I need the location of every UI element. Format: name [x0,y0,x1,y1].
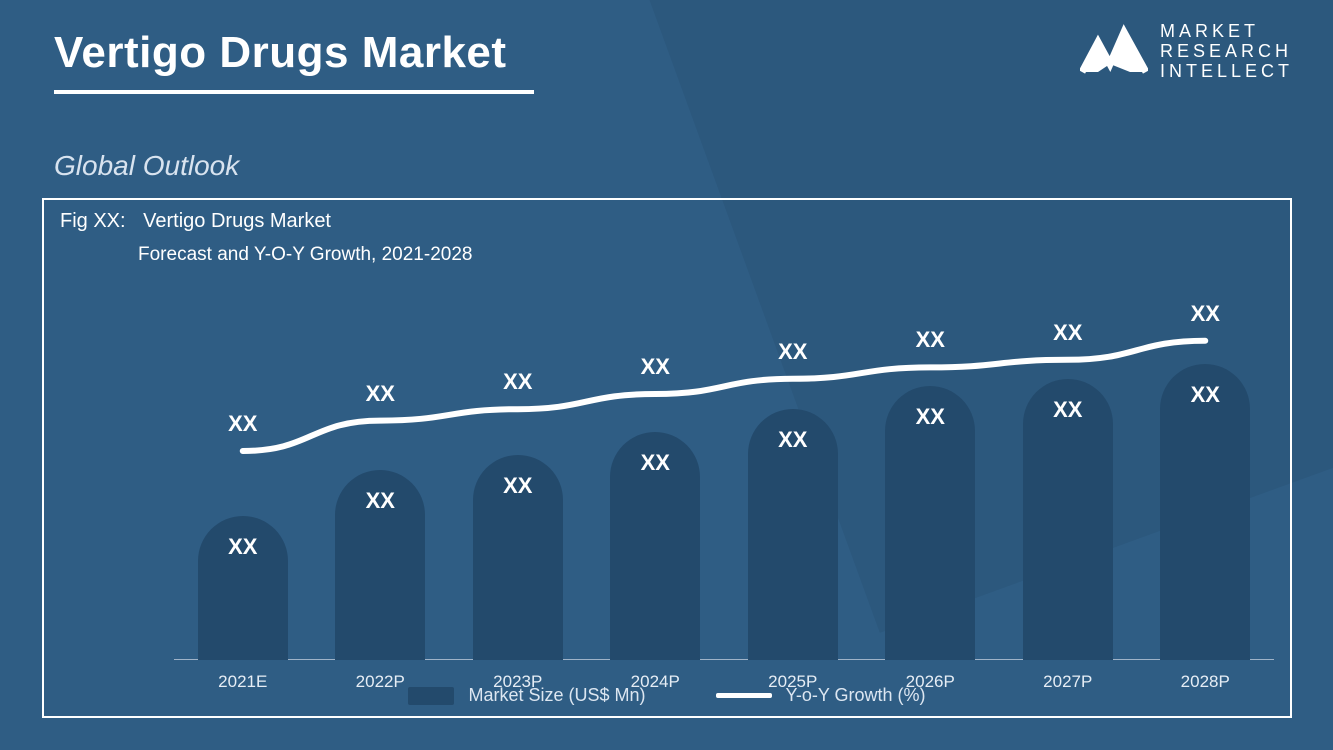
bar: XX [198,516,288,660]
legend-label-bar: Market Size (US$ Mn) [468,685,645,706]
brand-logo-text: MARKET RESEARCH INTELLECT [1160,22,1293,81]
bar: XX [473,455,563,660]
plot-area: XX2021EXXXX2022PXXXX2023PXXXX2024PXXXX20… [174,280,1274,660]
bar-value-label: XX [610,450,700,476]
brand-logo-line1: MARKET [1160,22,1293,42]
brand-logo-line3: INTELLECT [1160,62,1293,82]
bar-value-label: XX [885,404,975,430]
brand-logo: MARKET RESEARCH INTELLECT [1080,22,1293,81]
section-subtitle: Global Outlook [54,150,239,182]
legend-swatch-bar [408,687,454,705]
legend-label-line: Y-o-Y Growth (%) [786,685,926,706]
legend-item-line: Y-o-Y Growth (%) [716,685,926,706]
figure-caption-line2: Forecast and Y-O-Y Growth, 2021-2028 [138,244,472,266]
bar: XX [1160,364,1250,660]
figure-label: Fig XX: [60,210,126,232]
bar-value-label: XX [1160,382,1250,408]
brand-logo-line2: RESEARCH [1160,42,1293,62]
bar: XX [335,470,425,660]
bar-value-label: XX [335,488,425,514]
line-value-label: XX [228,411,257,437]
bar: XX [1023,379,1113,660]
bar-value-label: XX [1023,397,1113,423]
bar: XX [885,386,975,660]
chart-legend: Market Size (US$ Mn) Y-o-Y Growth (%) [44,685,1290,706]
brand-logo-icon [1080,24,1148,80]
line-value-label: XX [778,339,807,365]
figure-name: Vertigo Drugs Market [143,210,331,232]
line-value-label: XX [916,327,945,353]
figure-caption-line1: Fig XX: Vertigo Drugs Market [60,210,331,233]
legend-item-bar: Market Size (US$ Mn) [408,685,645,706]
bar: XX [748,409,838,660]
line-value-label: XX [503,369,532,395]
line-value-label: XX [1053,320,1082,346]
title-underline [54,90,534,94]
chart-container: Fig XX: Vertigo Drugs Market Forecast an… [42,198,1292,718]
line-value-label: XX [1191,301,1220,327]
bar-value-label: XX [748,427,838,453]
line-value-label: XX [641,354,670,380]
line-value-label: XX [366,381,395,407]
legend-swatch-line [716,693,772,698]
page-title: Vertigo Drugs Market [54,28,507,78]
bar-value-label: XX [198,534,288,560]
bar-value-label: XX [473,473,563,499]
page-root: Vertigo Drugs Market MARKET RESEARCH INT… [0,0,1333,750]
bar: XX [610,432,700,660]
